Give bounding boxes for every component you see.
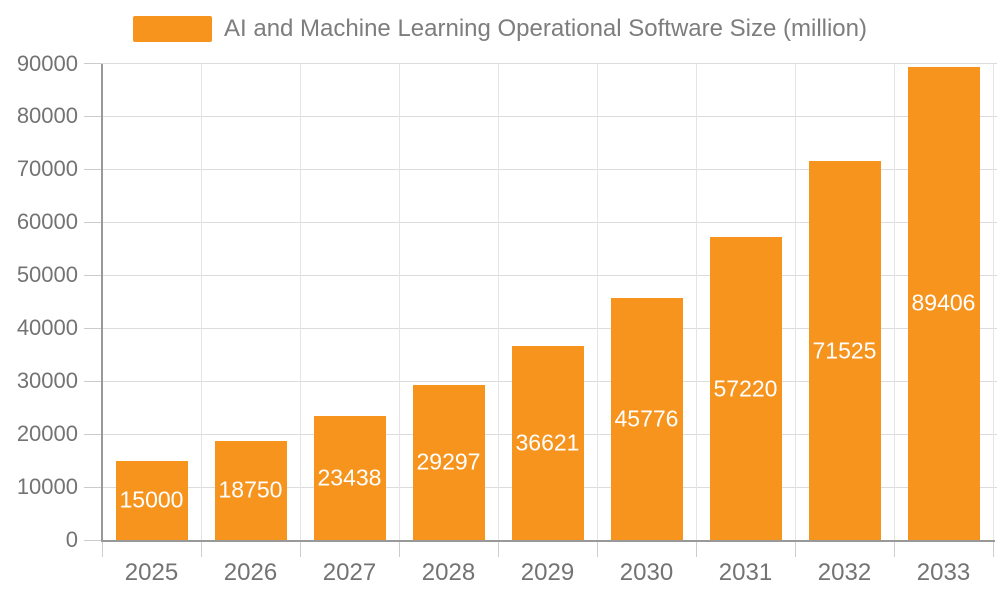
x-tick-label-2031: 2031: [718, 559, 773, 586]
y-tick-label: 70000: [16, 156, 78, 182]
y-tick-mark: [84, 433, 102, 435]
y-gridline: [102, 221, 997, 223]
bar-2029[interactable]: 36621: [511, 346, 584, 540]
y-tick-label: 30000: [16, 368, 78, 394]
x-gridline: [596, 63, 598, 540]
bar-2031[interactable]: 57220: [709, 237, 782, 540]
bar-value-label: 45776: [614, 405, 679, 432]
bar-value-label: 18750: [218, 476, 283, 503]
x-tick-label-2027: 2027: [322, 559, 377, 586]
y-tick-mark: [84, 327, 102, 329]
x-tick-mark: [299, 541, 301, 557]
x-tick-label-2028: 2028: [421, 559, 476, 586]
y-tick-label: 60000: [16, 209, 78, 235]
y-gridline: [102, 115, 997, 117]
x-gridline: [497, 63, 499, 540]
x-tick-mark: [398, 541, 400, 557]
y-gridline: [102, 168, 997, 170]
x-tick-label-2025: 2025: [124, 559, 179, 586]
bar-2026[interactable]: 18750: [214, 440, 287, 540]
chart-legend[interactable]: AI and Machine Learning Operational Soft…: [0, 15, 1000, 43]
x-tick-mark: [596, 541, 598, 557]
y-tick-mark: [84, 221, 102, 223]
x-tick-mark: [893, 541, 895, 557]
x-tick-mark: [695, 541, 697, 557]
y-tick-label: 0: [65, 527, 78, 552]
x-axis-line: [101, 539, 995, 542]
bar-2027[interactable]: 23438: [313, 415, 386, 540]
x-gridline: [299, 63, 301, 540]
y-gridline: [102, 327, 997, 329]
x-gridline: [893, 63, 895, 540]
x-gridline: [695, 63, 697, 540]
bar-value-label: 23438: [317, 464, 382, 491]
bar-2030[interactable]: 45776: [610, 297, 683, 540]
x-tick-label-2033: 2033: [916, 559, 971, 586]
y-gridline: [102, 63, 997, 64]
legend-label: AI and Machine Learning Operational Soft…: [224, 15, 867, 42]
bar-2033[interactable]: 89406: [907, 66, 980, 540]
bar-value-label: 15000: [119, 486, 184, 513]
y-tick-label: 90000: [16, 50, 78, 76]
bar-2028[interactable]: 29297: [412, 384, 485, 540]
x-gridline: [992, 63, 994, 540]
y-tick-mark: [84, 63, 102, 64]
y-tick-mark: [84, 168, 102, 170]
x-tick-mark: [200, 541, 202, 557]
bar-value-label: 29297: [416, 448, 481, 475]
x-tick-mark: [794, 541, 796, 557]
y-tick-label: 20000: [16, 421, 78, 447]
x-gridline: [794, 63, 796, 540]
y-tick-mark: [84, 486, 102, 488]
y-tick-mark: [84, 274, 102, 276]
y-axis-line: [100, 63, 103, 541]
x-tick-label-2029: 2029: [520, 559, 575, 586]
y-gridline: [102, 274, 997, 276]
y-tick-mark: [84, 380, 102, 382]
x-tick-mark: [497, 541, 499, 557]
bar-2032[interactable]: 71525: [808, 161, 881, 540]
bar-value-label: 57220: [713, 375, 778, 402]
bar-value-label: 89406: [911, 289, 976, 316]
y-tick-label: 40000: [16, 315, 78, 341]
x-tick-label-2032: 2032: [817, 559, 872, 586]
x-tick-mark: [992, 541, 994, 557]
y-tick-label: 50000: [16, 262, 78, 288]
x-gridline: [200, 63, 202, 540]
bar-value-label: 36621: [515, 429, 580, 456]
bar-value-label: 71525: [812, 337, 877, 364]
y-tick-label: 80000: [16, 103, 78, 129]
bar-2025[interactable]: 15000: [115, 460, 188, 540]
x-tick-label-2030: 2030: [619, 559, 674, 586]
y-tick-mark: [84, 539, 102, 541]
y-tick-label: 10000: [16, 474, 78, 500]
x-tick-mark: [101, 541, 103, 557]
legend-swatch-icon: [133, 16, 212, 42]
x-gridline: [398, 63, 400, 540]
x-tick-label-2026: 2026: [223, 559, 278, 586]
y-tick-mark: [84, 115, 102, 117]
